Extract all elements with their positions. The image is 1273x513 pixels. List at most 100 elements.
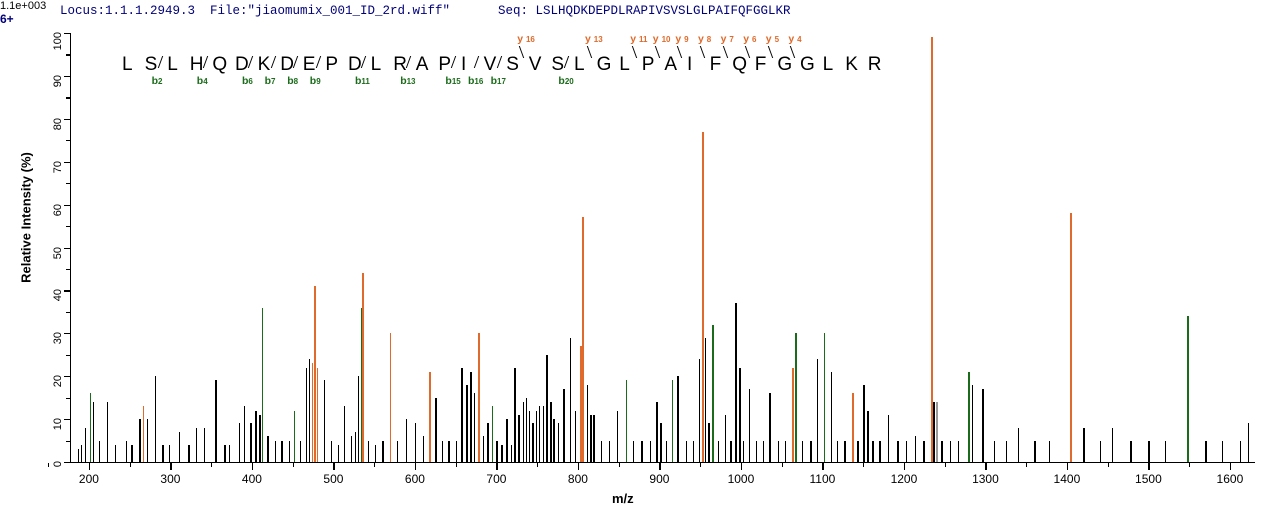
sequence-residue: K (845, 54, 858, 75)
spectrum-peak (542, 406, 545, 462)
y-axis-tick (64, 290, 70, 292)
spectrum-peak (125, 440, 127, 462)
spectrum-peak (755, 440, 757, 462)
x-axis-tick (88, 463, 91, 470)
spectrum-peak (967, 371, 970, 462)
x-axis-tick-label: 900 (649, 472, 670, 486)
y-axis-tick (64, 161, 70, 163)
b-ion-label: b20 (558, 75, 574, 87)
spectrum-peak (837, 440, 839, 462)
spectrum-peak (261, 307, 264, 462)
b-ion-label: b4 (196, 75, 208, 87)
spectrum-peak (514, 367, 516, 462)
sequence-residue: V (528, 54, 542, 75)
sequence-residue: L (370, 54, 382, 75)
sequence-residue: K (257, 54, 271, 75)
spectrum-peak (267, 436, 269, 462)
y-axis-minor-tick (66, 397, 70, 399)
spectrum-peak (730, 440, 732, 462)
y-axis-minor-tick (66, 440, 70, 442)
x-axis-minor-tick (292, 463, 294, 467)
x-axis-tick-label: 300 (160, 472, 181, 486)
spectrum-peak (441, 440, 444, 462)
x-axis-tick (414, 463, 417, 470)
spectrum-peak (586, 384, 589, 462)
sequence-residue: D (280, 54, 294, 75)
x-axis-line (70, 462, 1255, 464)
spectrum-peak (506, 419, 508, 462)
spectrum-peak (957, 440, 960, 462)
b-ion-label: b15 (445, 75, 461, 87)
x-axis-tick (822, 463, 824, 470)
spectrum-peak (89, 393, 92, 462)
spectrum-peak (293, 410, 296, 462)
spectrum-peak (692, 440, 695, 462)
x-axis-minor-tick (455, 463, 457, 467)
spectrum-peak (1148, 440, 1150, 462)
sequence-residue: E (302, 54, 316, 75)
spectrum-peak (142, 406, 145, 462)
spectrum-peak (243, 406, 246, 462)
spectrum-peak (77, 449, 79, 462)
sequence-residue: R (867, 54, 882, 75)
x-axis-tick (577, 463, 580, 470)
b-ion-label: b17 (490, 75, 506, 87)
y-ion-label: y 5 (765, 33, 780, 45)
x-axis-minor-tick (1189, 463, 1191, 467)
spectrum-peak (784, 440, 787, 462)
b-ion-label: b13 (400, 75, 416, 87)
spectrum-peak (357, 376, 360, 462)
spectrum-peak (361, 273, 364, 462)
spectrum-peak (178, 431, 180, 462)
spectrum-peak (288, 440, 290, 462)
spectrum-peak (168, 444, 171, 462)
spectrum-peak (546, 354, 548, 462)
spectrum-peak (982, 389, 984, 462)
x-axis-tick-label: 1500 (1135, 472, 1162, 486)
spectrum-peak (660, 423, 662, 462)
spectrum-peak (203, 427, 206, 462)
spectrum-peak (224, 444, 226, 462)
spectrum-peak (879, 440, 881, 462)
spectrum-peak (550, 401, 552, 462)
spectrum-peak (344, 406, 346, 462)
spectrum-peak (281, 440, 283, 462)
b-ion-label: b8 (287, 75, 299, 87)
spectrum-peak (795, 333, 797, 462)
spectrum-peak (162, 444, 164, 462)
spectrum-peak (872, 440, 874, 462)
sequence-residue: P (325, 54, 339, 75)
spectrum-peak (423, 436, 425, 462)
spectrum-peak (482, 436, 484, 462)
spectrum-peak (708, 423, 710, 462)
spectrum-peak (461, 367, 463, 462)
x-axis-minor-tick (944, 463, 946, 467)
spectrum-peak (923, 440, 925, 462)
spectrum-peak (933, 401, 935, 462)
y-ion-label: y 8 (698, 33, 712, 45)
spectrum-peak (1099, 440, 1101, 462)
x-axis-tick (333, 463, 335, 470)
spectrum-peak (354, 431, 356, 462)
spectrum-peak (1130, 440, 1132, 462)
spectrum-peak (897, 440, 899, 462)
sequence-residue: Q (732, 54, 747, 75)
spectrum-peak (473, 393, 475, 462)
spectrum-peak (323, 380, 326, 462)
x-axis-minor-tick (48, 463, 50, 467)
spectrum-peak (649, 440, 652, 462)
y-axis-minor-tick (66, 311, 70, 314)
spectrum-peak (1221, 440, 1224, 462)
sequence-residue: D (235, 54, 249, 75)
x-axis-tick-label: 1600 (1216, 472, 1244, 486)
spectrum-peak (1083, 427, 1085, 462)
sequence-residue: A (664, 54, 678, 75)
spectrum-peak (487, 423, 489, 462)
spectrum-peak (677, 376, 679, 462)
spectrum-peak (154, 376, 157, 462)
spectrum-peak (1034, 440, 1036, 462)
sequence-residue: S (506, 54, 519, 75)
